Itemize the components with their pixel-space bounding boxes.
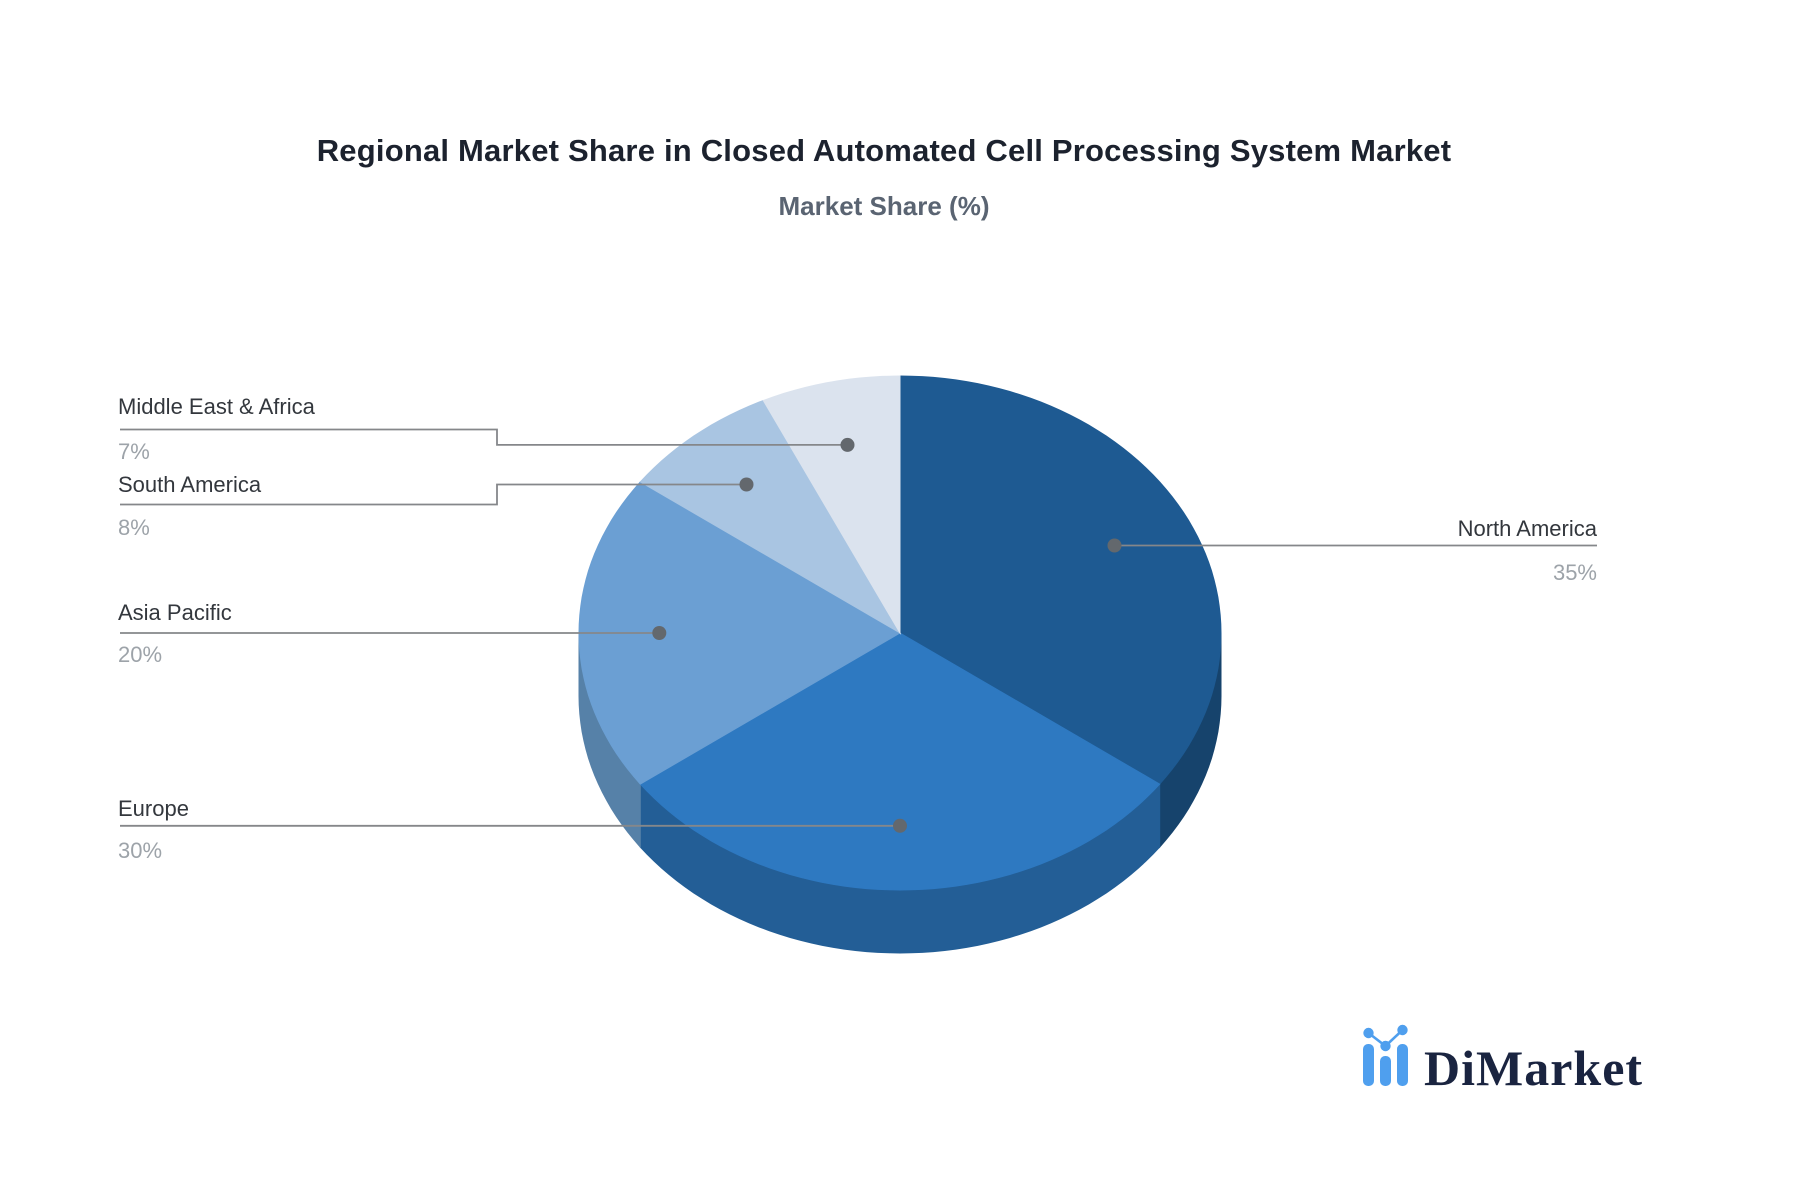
chart-subtitle: Market Share (%) bbox=[778, 191, 990, 221]
slice-label-north-america: North America bbox=[1458, 516, 1598, 541]
slice-percent-middle-east-africa: 7% bbox=[118, 439, 150, 464]
slice-percent-north-america: 35% bbox=[1553, 560, 1597, 585]
pie-slice-north-america[interactable] bbox=[899, 375, 1222, 785]
slice-label-europe: Europe bbox=[118, 796, 189, 821]
slice-percent-europe: 30% bbox=[118, 838, 162, 863]
pie-slice-middle-east-africa[interactable] bbox=[762, 375, 901, 635]
connector-dot-middle-east-africa bbox=[840, 437, 855, 452]
pie-slice-south-america[interactable] bbox=[639, 399, 902, 635]
connector-south-america bbox=[120, 483, 747, 506]
connector-middle-east-africa bbox=[120, 428, 848, 446]
slice-percent-asia-pacific: 20% bbox=[118, 642, 162, 667]
brand-name: DiMarket bbox=[1424, 1040, 1644, 1096]
chart-title: Regional Market Share in Closed Automate… bbox=[316, 133, 1452, 168]
bar-chart-dots-icon bbox=[1363, 1024, 1408, 1086]
slice-label-south-america: South America bbox=[118, 472, 262, 497]
connector-dot-south-america bbox=[739, 477, 754, 492]
connector-dot-europe bbox=[893, 818, 907, 833]
slice-label-middle-east-africa: Middle East & Africa bbox=[118, 394, 316, 419]
connector-dot-asia-pacific bbox=[652, 626, 667, 640]
slice-percent-south-america: 8% bbox=[118, 515, 150, 540]
connector-dot-north-america bbox=[1107, 538, 1122, 553]
slice-label-asia-pacific: Asia Pacific bbox=[118, 600, 232, 625]
